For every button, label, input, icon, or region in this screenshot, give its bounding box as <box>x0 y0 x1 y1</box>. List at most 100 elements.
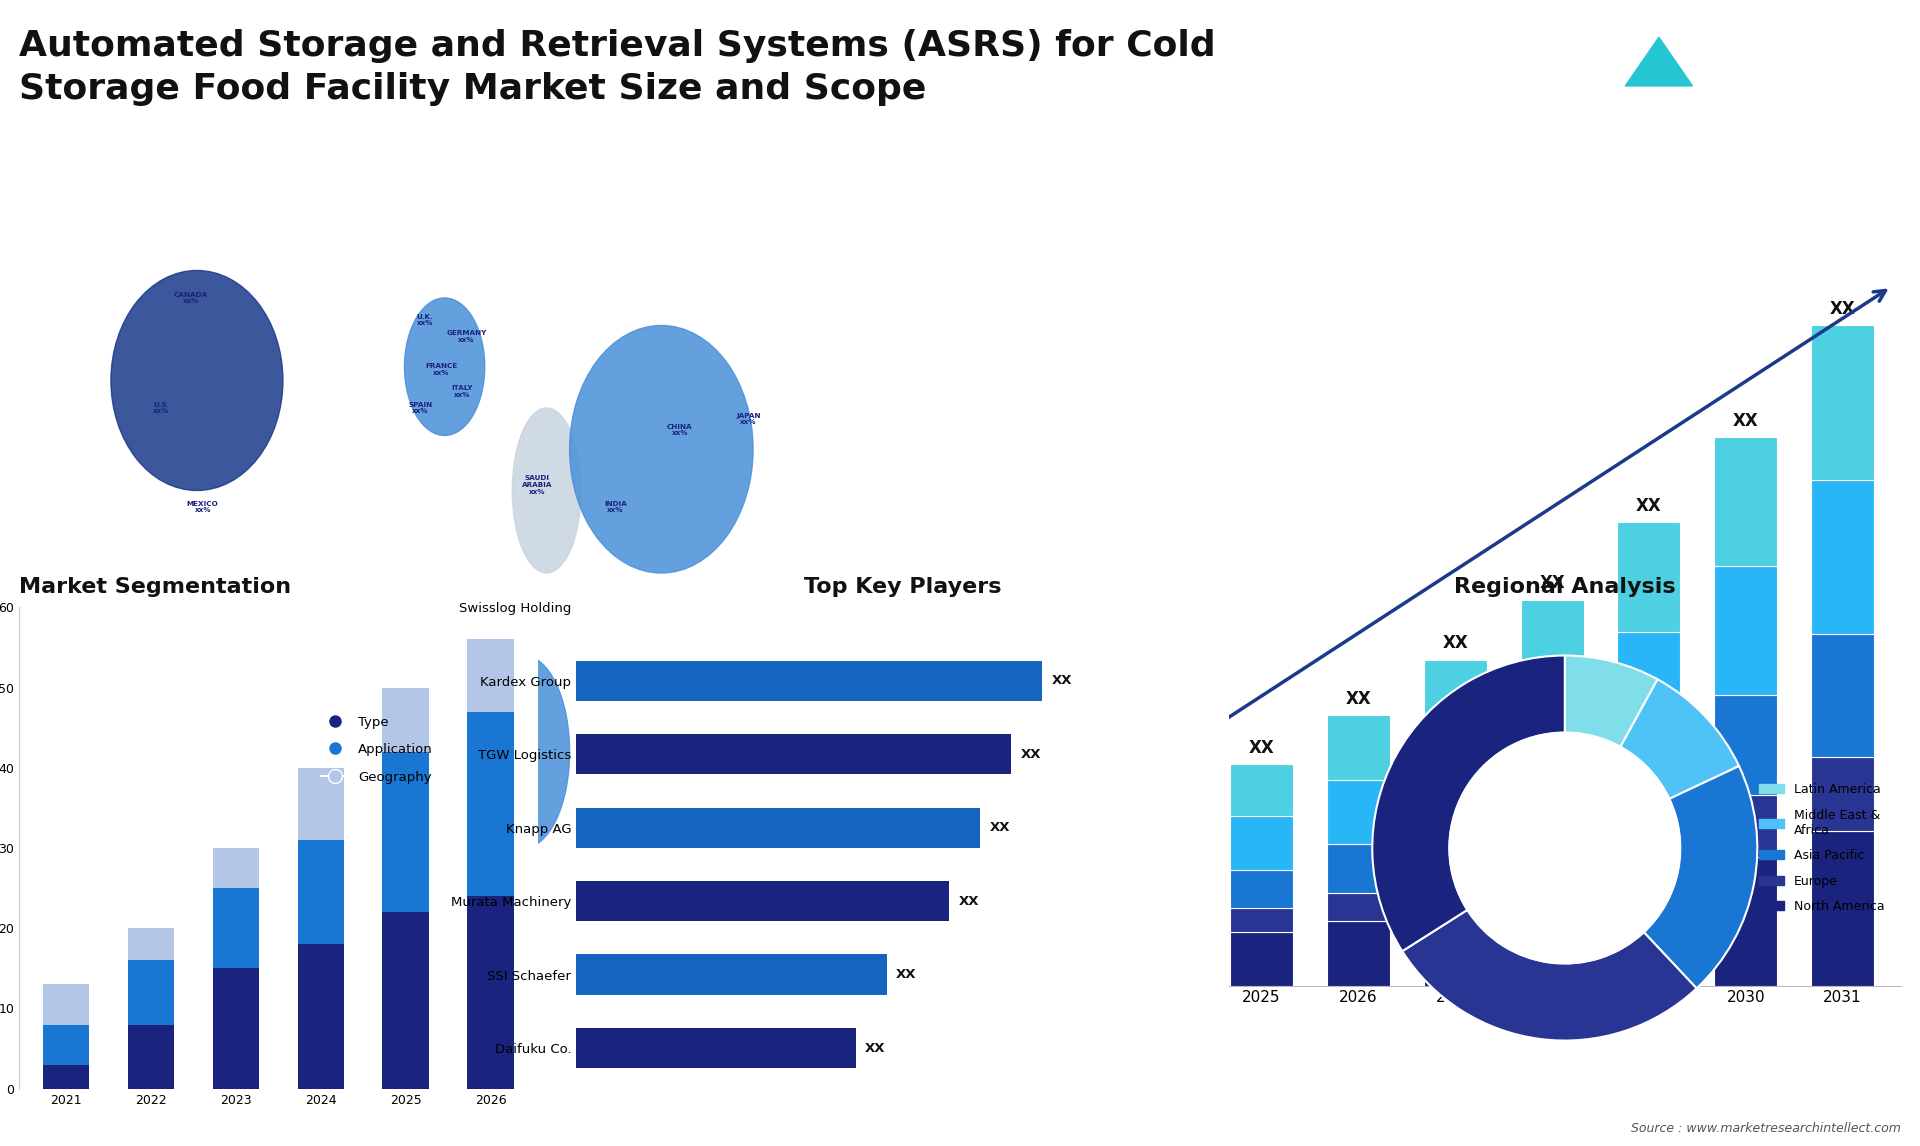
Polygon shape <box>1624 38 1693 86</box>
Text: ITALY
xx%: ITALY xx% <box>451 385 472 398</box>
Text: XX: XX <box>866 1042 885 1054</box>
Bar <box>939 925 1002 944</box>
Text: RESEARCH: RESEARCH <box>1776 78 1837 88</box>
Text: SAUDI
ARABIA
xx%: SAUDI ARABIA xx% <box>522 476 553 495</box>
Bar <box>382 688 430 752</box>
Bar <box>843 936 906 952</box>
Legend: Latin America, Middle East &
Africa, Asia Pacific, Europe, North America: Latin America, Middle East & Africa, Asi… <box>1755 778 1889 918</box>
Ellipse shape <box>111 270 282 490</box>
Bar <box>576 660 1043 701</box>
Bar <box>1231 816 1292 870</box>
Text: XX: XX <box>1052 674 1071 688</box>
Ellipse shape <box>248 711 351 931</box>
Bar <box>1617 825 1680 877</box>
Bar <box>1231 764 1292 816</box>
Text: BRAZIL
xx%: BRAZIL xx% <box>298 688 326 700</box>
Bar <box>1617 877 1680 986</box>
Text: JAPAN
xx%: JAPAN xx% <box>735 413 760 425</box>
Bar <box>1521 893 1584 986</box>
Bar <box>1715 795 1778 857</box>
Text: XX: XX <box>862 877 887 894</box>
Bar <box>1327 921 1390 986</box>
Text: GERMANY
xx%: GERMANY xx% <box>445 330 486 343</box>
Text: XX: XX <box>1540 574 1565 591</box>
Bar <box>298 840 344 944</box>
Bar <box>843 963 906 986</box>
Circle shape <box>1450 732 1680 964</box>
Bar <box>1231 909 1292 932</box>
Bar <box>1715 438 1778 566</box>
Bar <box>1037 872 1100 909</box>
Text: XX: XX <box>958 850 983 869</box>
Wedge shape <box>1620 680 1740 799</box>
Ellipse shape <box>478 656 570 848</box>
Bar <box>1425 815 1486 872</box>
Bar <box>1133 889 1196 921</box>
Bar <box>1715 694 1778 795</box>
Bar <box>42 984 90 1025</box>
Bar <box>1425 660 1486 737</box>
Text: XX: XX <box>958 895 979 908</box>
Text: INTELLECT: INTELLECT <box>1776 110 1837 119</box>
Ellipse shape <box>570 325 753 573</box>
Bar <box>576 808 979 848</box>
Bar <box>1617 631 1680 741</box>
Text: Automated Storage and Retrieval Systems (ASRS) for Cold
Storage Food Facility Ma: Automated Storage and Retrieval Systems … <box>19 29 1215 107</box>
Text: XX: XX <box>897 968 916 981</box>
Bar <box>1133 843 1196 889</box>
Text: SOUTH
AFRICA
xx%: SOUTH AFRICA xx% <box>474 794 505 814</box>
Bar <box>213 888 259 968</box>
Bar <box>127 960 175 1025</box>
Bar <box>127 1025 175 1089</box>
Bar <box>1037 950 1100 986</box>
Text: MARKET: MARKET <box>1782 47 1832 56</box>
Text: SPAIN
xx%: SPAIN xx% <box>409 401 432 415</box>
Bar <box>1521 850 1584 893</box>
Wedge shape <box>1644 766 1757 988</box>
Bar <box>382 912 430 1089</box>
Bar <box>1811 756 1874 831</box>
Bar <box>1715 566 1778 694</box>
Bar <box>1521 779 1584 850</box>
Bar <box>298 944 344 1089</box>
Bar <box>1327 779 1390 843</box>
Bar <box>939 900 1002 925</box>
Bar <box>1327 843 1390 893</box>
Bar <box>1231 932 1292 986</box>
Bar <box>1521 599 1584 690</box>
Bar <box>1811 325 1874 480</box>
Bar <box>1133 941 1196 986</box>
Bar <box>1037 840 1100 872</box>
Bar <box>467 896 515 1089</box>
Title: Regional Analysis: Regional Analysis <box>1453 578 1676 597</box>
Bar <box>576 881 948 921</box>
Wedge shape <box>1565 656 1657 747</box>
Bar <box>576 735 1012 775</box>
Bar <box>1617 741 1680 825</box>
Bar <box>1811 480 1874 634</box>
Text: Source : www.marketresearchintellect.com: Source : www.marketresearchintellect.com <box>1630 1122 1901 1135</box>
Bar <box>939 877 1002 900</box>
Title: Top Key Players: Top Key Players <box>804 578 1000 597</box>
Ellipse shape <box>405 298 484 435</box>
Bar <box>1133 803 1196 843</box>
Text: FRANCE
xx%: FRANCE xx% <box>424 363 457 376</box>
Bar <box>843 917 906 936</box>
Text: CANADA
xx%: CANADA xx% <box>175 291 209 305</box>
Bar <box>1327 715 1390 779</box>
Bar <box>576 955 887 995</box>
Text: CHINA
xx%: CHINA xx% <box>666 424 693 437</box>
Legend: Type, Application, Geography: Type, Application, Geography <box>317 711 438 788</box>
Bar <box>298 768 344 840</box>
Bar <box>939 957 1002 986</box>
Text: XX: XX <box>1734 411 1759 430</box>
Bar <box>127 928 175 960</box>
Bar <box>1133 921 1196 941</box>
Bar <box>382 752 430 912</box>
Bar <box>939 944 1002 957</box>
Bar <box>1715 857 1778 986</box>
Bar <box>1811 831 1874 986</box>
Text: XX: XX <box>1054 815 1081 832</box>
Bar <box>843 952 906 963</box>
Text: XX: XX <box>1442 634 1469 652</box>
